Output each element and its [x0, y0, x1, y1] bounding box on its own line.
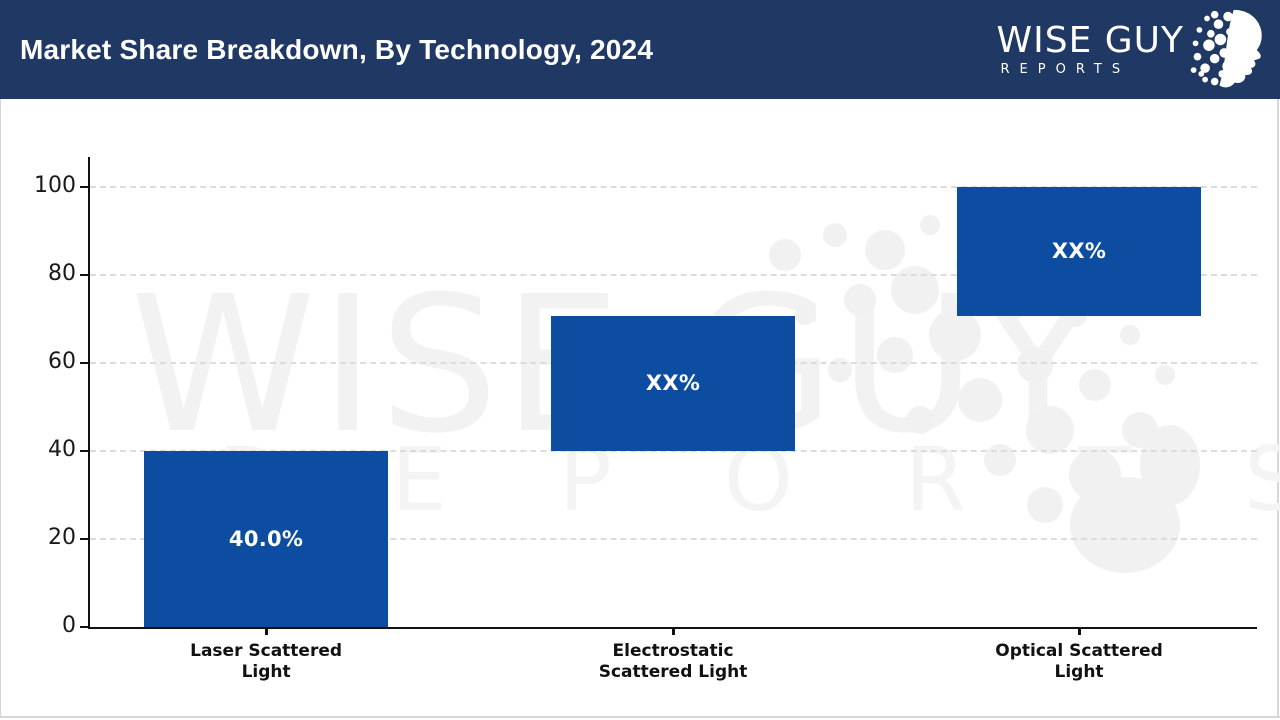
right-edge-divider: [1277, 99, 1279, 717]
y-axis-tick-label: 40: [48, 437, 76, 462]
header: Market Share Breakdown, By Technology, 2…: [0, 0, 1280, 99]
y-axis-tick-mark: [80, 625, 88, 628]
x-axis-tick-mark: [265, 627, 268, 635]
logo-text-primary: WISE GUY: [996, 20, 1184, 61]
bar-1: 40.0%: [144, 451, 389, 627]
face-profile-icon: [1190, 9, 1262, 87]
bar-2: XX%: [551, 315, 796, 451]
x-axis-tick-mark: [1078, 627, 1081, 635]
y-axis-tick-mark: [80, 273, 88, 276]
y-axis-tick-mark: [80, 537, 88, 540]
y-axis-tick-mark: [80, 361, 88, 364]
watermark-face-icon: [769, 215, 1200, 573]
page-title: Market Share Breakdown, By Technology, 2…: [20, 33, 654, 65]
gridline-y20: [90, 538, 1257, 540]
x-axis-tick-mark: [672, 627, 675, 635]
x-axis-category-label: Laser Scattered Light: [190, 641, 343, 683]
logo-text: WISE GUY REPORTS: [996, 20, 1185, 77]
wise-guy-logo: WISE GUY REPORTS: [997, 6, 1280, 94]
bar-3: XX%: [957, 187, 1202, 316]
chart-plot-area: 0 20 40 60 80 100 40.0% Laser Scattered Light XX…: [34, 157, 1257, 682]
y-axis-tick-label: 0: [62, 613, 76, 638]
bottom-divider: [0, 716, 1280, 718]
y-axis-tick-mark: [80, 185, 88, 188]
bar-value-label: 40.0%: [228, 527, 304, 551]
x-axis-category-label: Electrostatic Scattered Light: [598, 641, 748, 683]
left-edge-divider: [0, 99, 1, 717]
logo-text-secondary: REPORTS: [1000, 62, 1131, 77]
y-axis-tick-label: 60: [48, 349, 76, 374]
y-axis-tick-label: 100: [34, 173, 76, 198]
gridline-y80: [90, 274, 1257, 276]
bar-value-label: XX%: [1051, 239, 1107, 264]
gridline-y100: [90, 186, 1257, 188]
gridline-y40: [90, 450, 1257, 452]
bar-value-label: XX%: [645, 371, 701, 396]
x-axis-category-label: Optical Scattered Light: [995, 641, 1163, 683]
y-axis-tick-label: 20: [48, 525, 76, 550]
y-axis-tick-mark: [80, 449, 88, 452]
y-axis-tick-label: 80: [48, 261, 76, 286]
